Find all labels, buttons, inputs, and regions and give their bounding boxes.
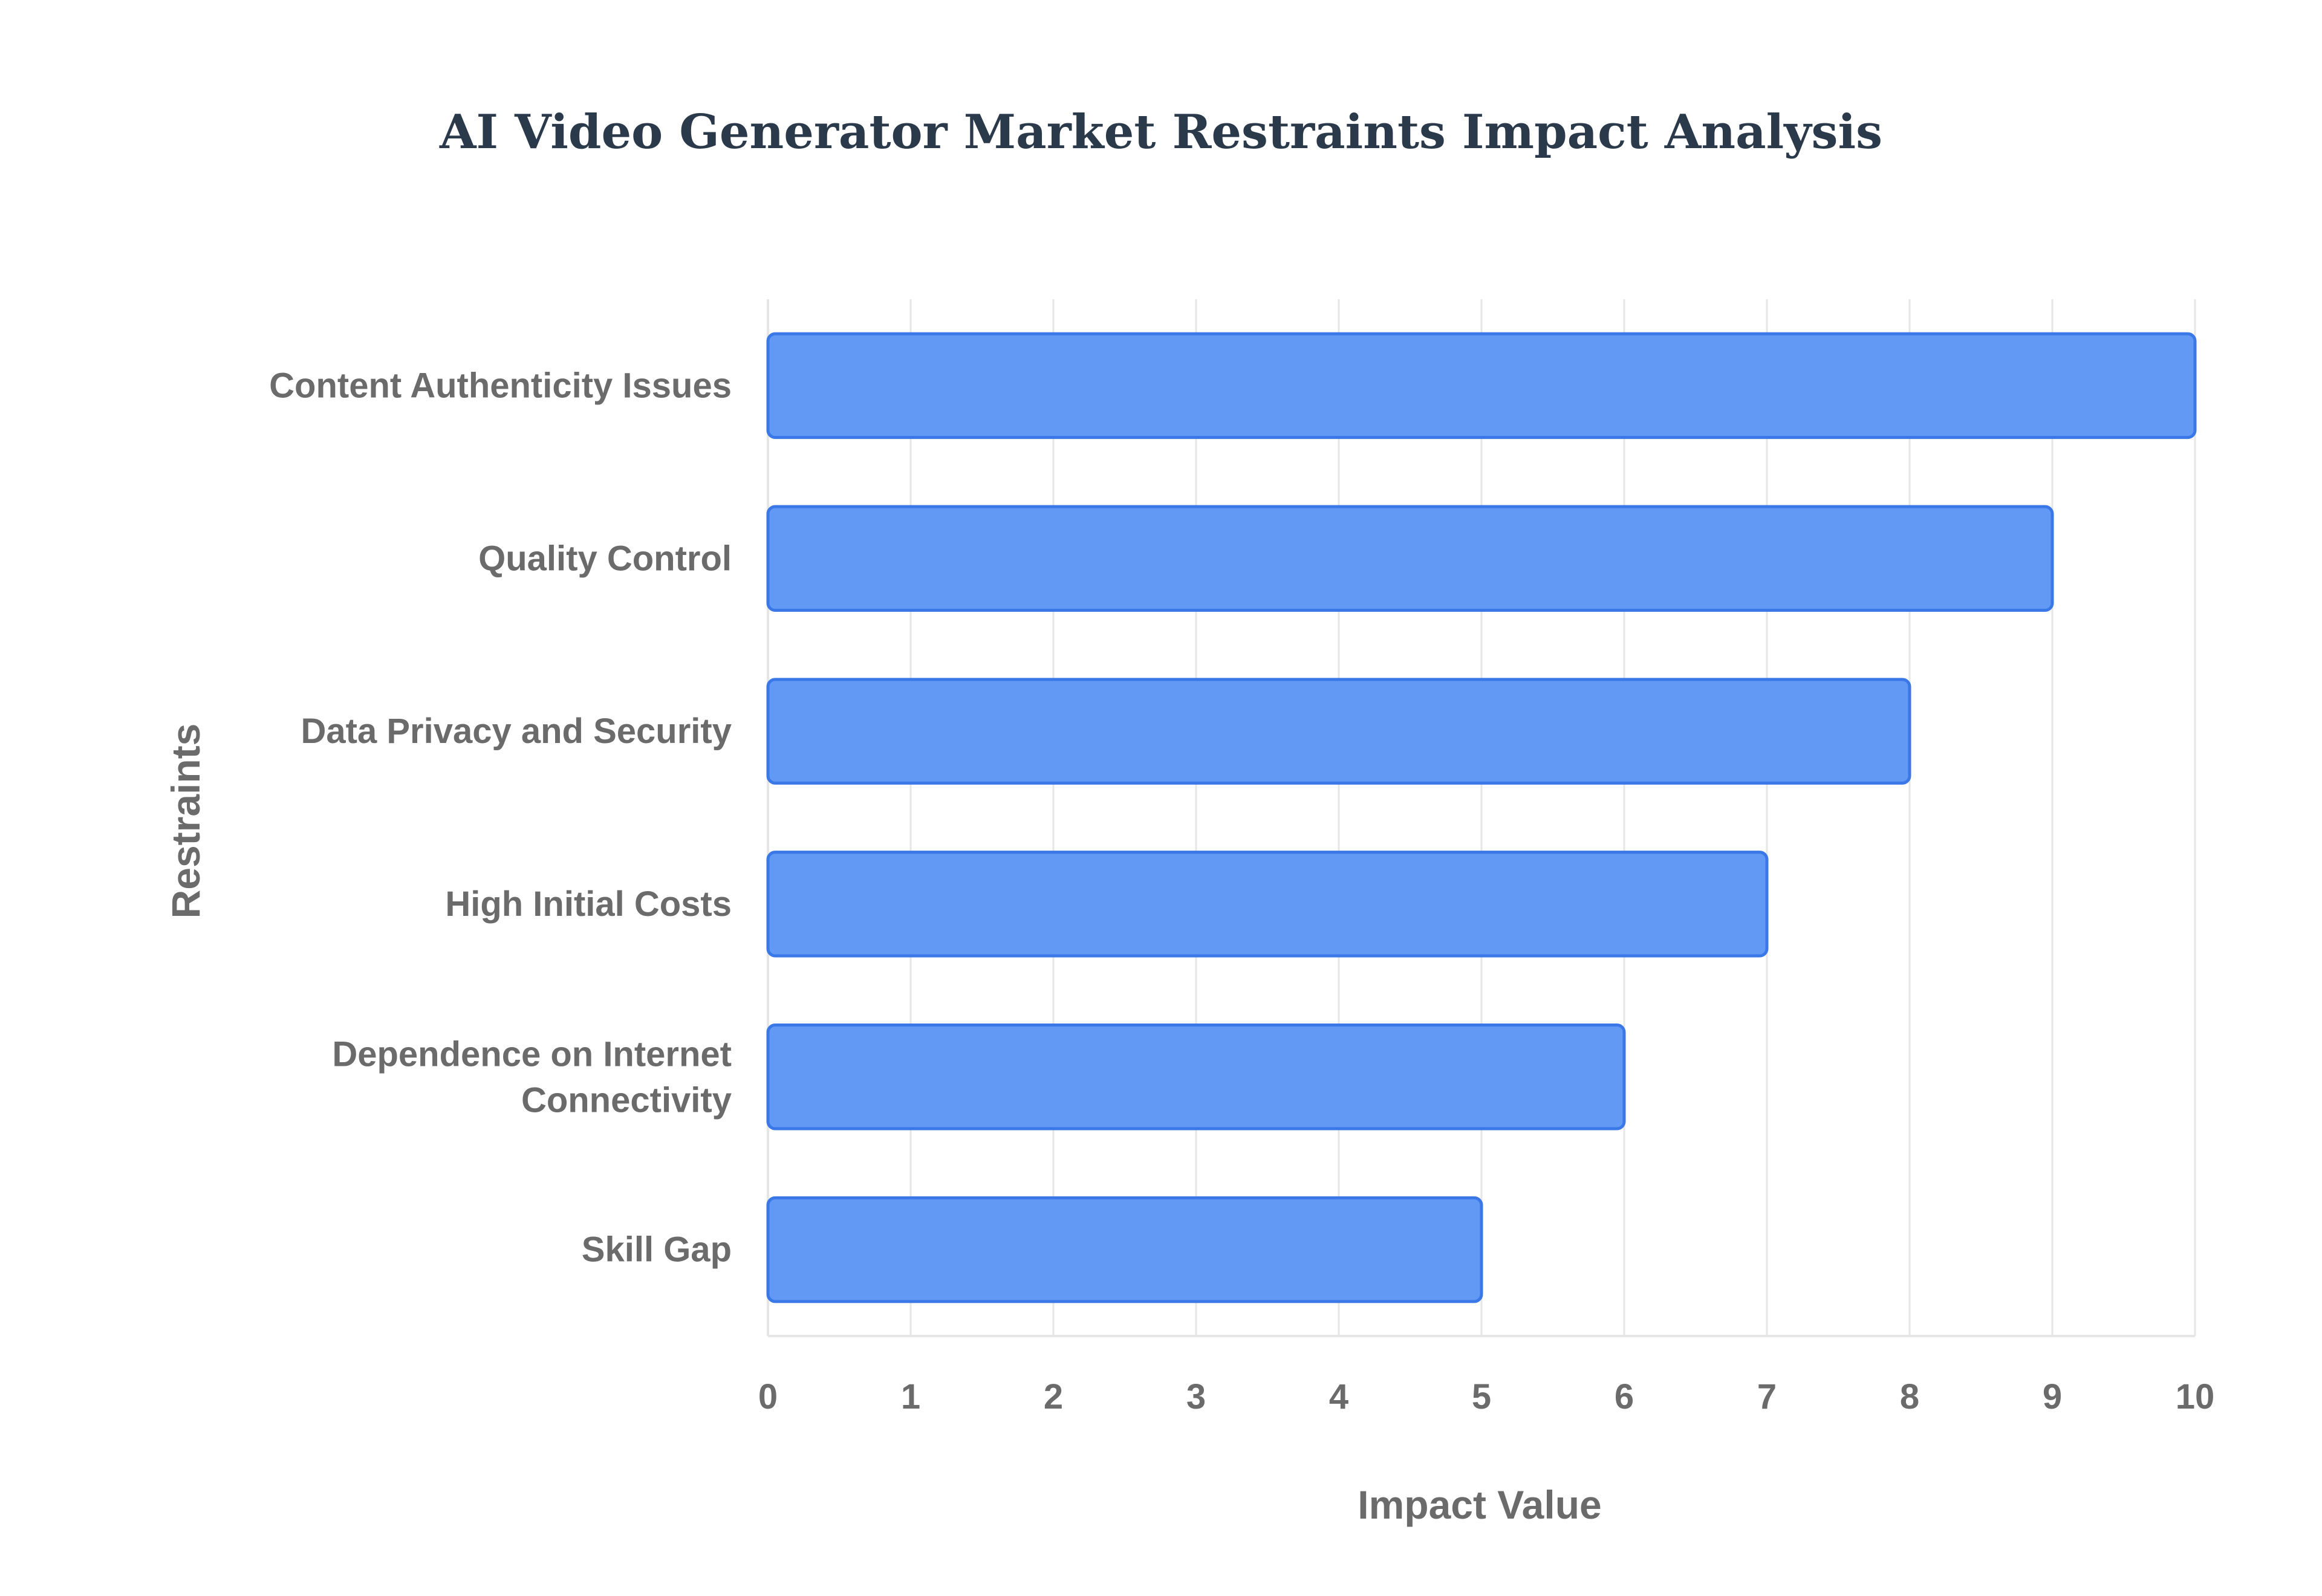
- y-tick-label: Content Authenticity Issues: [269, 366, 732, 405]
- bar: [766, 851, 1769, 958]
- bar: [766, 678, 1911, 785]
- bars: [766, 332, 2197, 1303]
- y-tick-label: Dependence on Internet Connectivity: [332, 1034, 732, 1120]
- x-tick-label: 7: [1757, 1377, 1777, 1416]
- y-tick-label: Quality Control: [478, 539, 732, 578]
- x-axis-title: Impact Value: [1358, 1482, 1602, 1527]
- y-tick-label: Skill Gap: [582, 1230, 732, 1270]
- bar: [766, 505, 2054, 612]
- x-tick-label: 8: [1900, 1377, 1919, 1416]
- x-tick-label: 4: [1329, 1377, 1348, 1416]
- x-tick-label: 0: [758, 1377, 778, 1416]
- x-tick-label: 9: [2043, 1377, 2062, 1416]
- bar: [766, 1196, 1483, 1303]
- bar: [766, 332, 2197, 440]
- x-tick-label: 10: [2176, 1377, 2215, 1416]
- chart-title: AI Video Generator Market Restraints Imp…: [439, 105, 1882, 160]
- x-tick-label: 5: [1472, 1377, 1491, 1416]
- y-tick-label: High Initial Costs: [445, 884, 732, 924]
- x-tick-labels: 0 1 2 3 4 5 6 7 8 9 10: [758, 1377, 2214, 1416]
- bar: [766, 1023, 1626, 1130]
- gridlines: [767, 299, 2196, 1337]
- x-tick-label: 3: [1186, 1377, 1206, 1416]
- y-tick-label: Data Privacy and Security: [301, 712, 732, 751]
- x-tick-label: 1: [901, 1377, 920, 1416]
- category-labels: Content Authenticity Issues Quality Contr…: [269, 366, 732, 1269]
- y-axis-title: Restraints: [163, 724, 208, 919]
- x-tick-label: 6: [1615, 1377, 1634, 1416]
- x-tick-label: 2: [1044, 1377, 1063, 1416]
